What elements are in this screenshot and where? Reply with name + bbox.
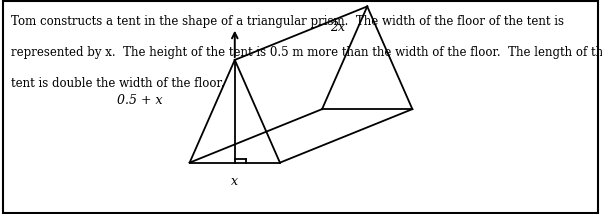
Text: Tom constructs a tent in the shape of a triangular prism.  The width of the floo: Tom constructs a tent in the shape of a …	[11, 15, 564, 28]
Text: tent is double the width of the floor.: tent is double the width of the floor.	[11, 77, 225, 90]
Text: 0.5 + x: 0.5 + x	[117, 94, 163, 107]
Text: represented by x.  The height of the tent is 0.5 m more than the width of the fl: represented by x. The height of the tent…	[11, 46, 602, 59]
Text: x: x	[231, 175, 238, 189]
Text: 2x: 2x	[330, 21, 344, 34]
